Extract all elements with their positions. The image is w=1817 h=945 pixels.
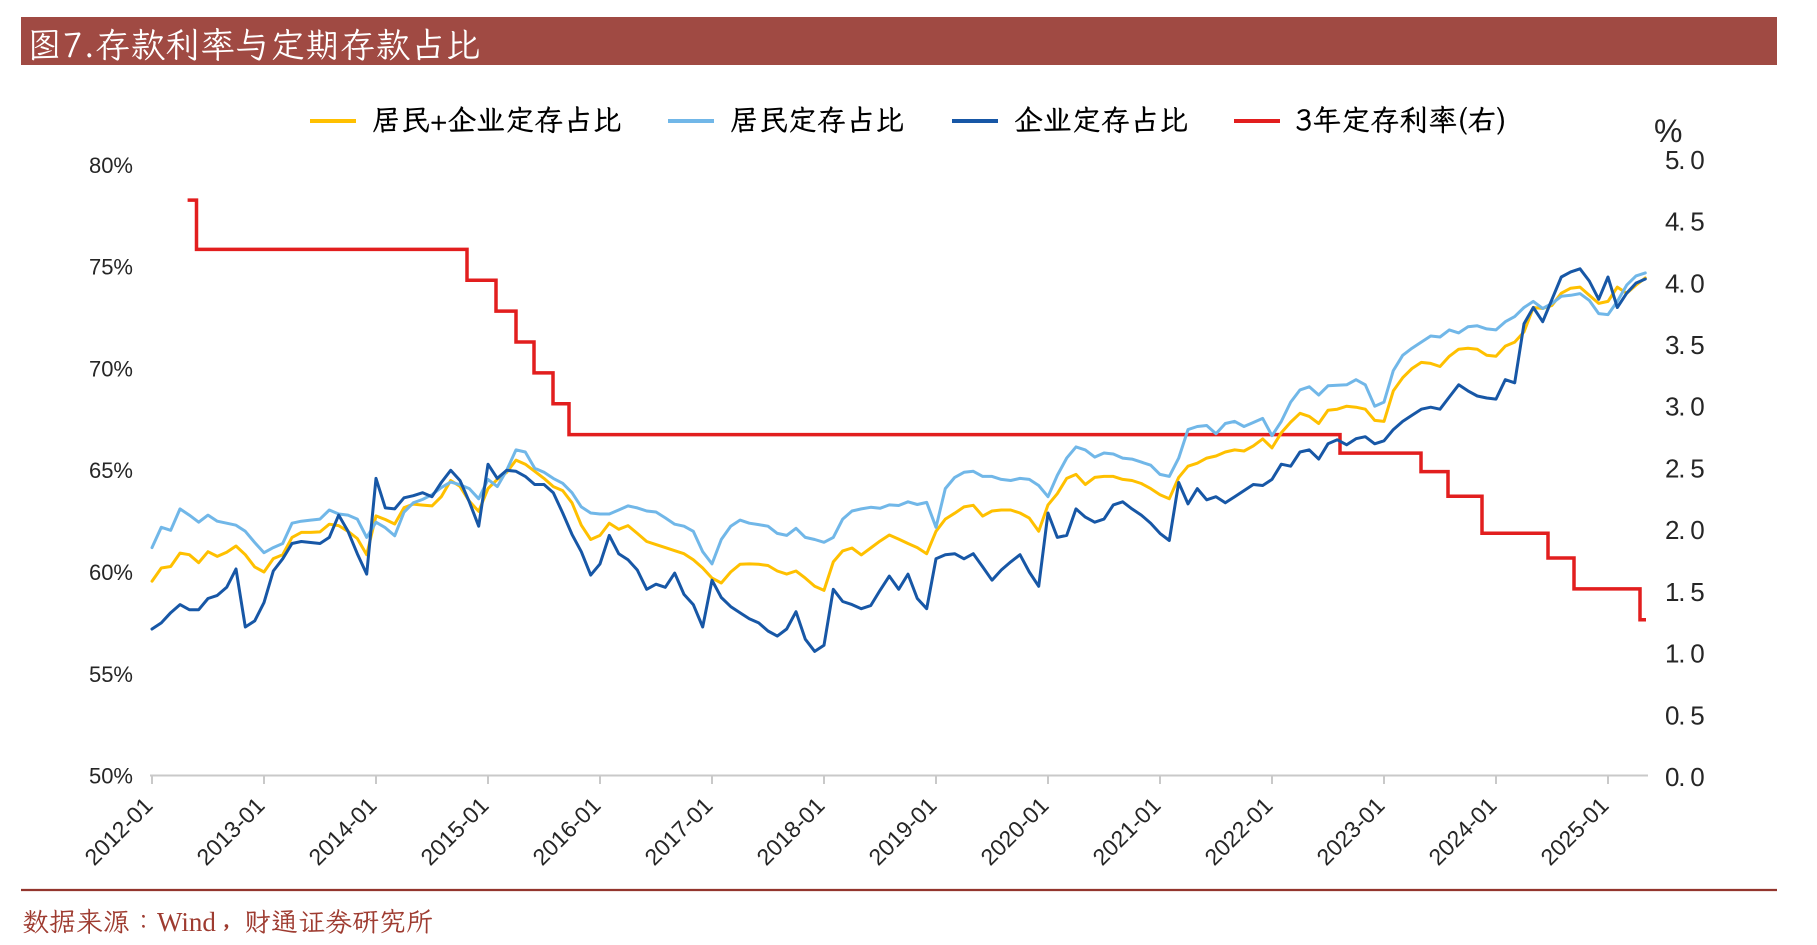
svg-text:4. 5: 4. 5 [1665, 207, 1704, 237]
svg-text:4. 0: 4. 0 [1665, 268, 1704, 298]
svg-text:2. 0: 2. 0 [1665, 515, 1704, 545]
svg-text:3. 0: 3. 0 [1665, 392, 1704, 422]
svg-text:0. 5: 0. 5 [1665, 700, 1704, 730]
svg-text:65%: 65% [89, 458, 133, 483]
svg-text:60%: 60% [89, 560, 133, 585]
svg-text:0. 0: 0. 0 [1665, 762, 1704, 792]
svg-text:75%: 75% [89, 255, 133, 280]
svg-text:80%: 80% [89, 153, 133, 178]
svg-text:70%: 70% [89, 357, 133, 382]
svg-text:5. 0: 5. 0 [1665, 145, 1704, 175]
svg-text:Wind: Wind [157, 907, 216, 937]
svg-text:1. 5: 1. 5 [1665, 577, 1704, 607]
svg-text:50%: 50% [89, 764, 133, 789]
svg-text:1. 0: 1. 0 [1665, 639, 1704, 669]
svg-text:3. 5: 3. 5 [1665, 330, 1704, 360]
svg-text:55%: 55% [89, 662, 133, 687]
svg-text:%: % [1654, 113, 1682, 149]
svg-text:2. 5: 2. 5 [1665, 453, 1704, 483]
